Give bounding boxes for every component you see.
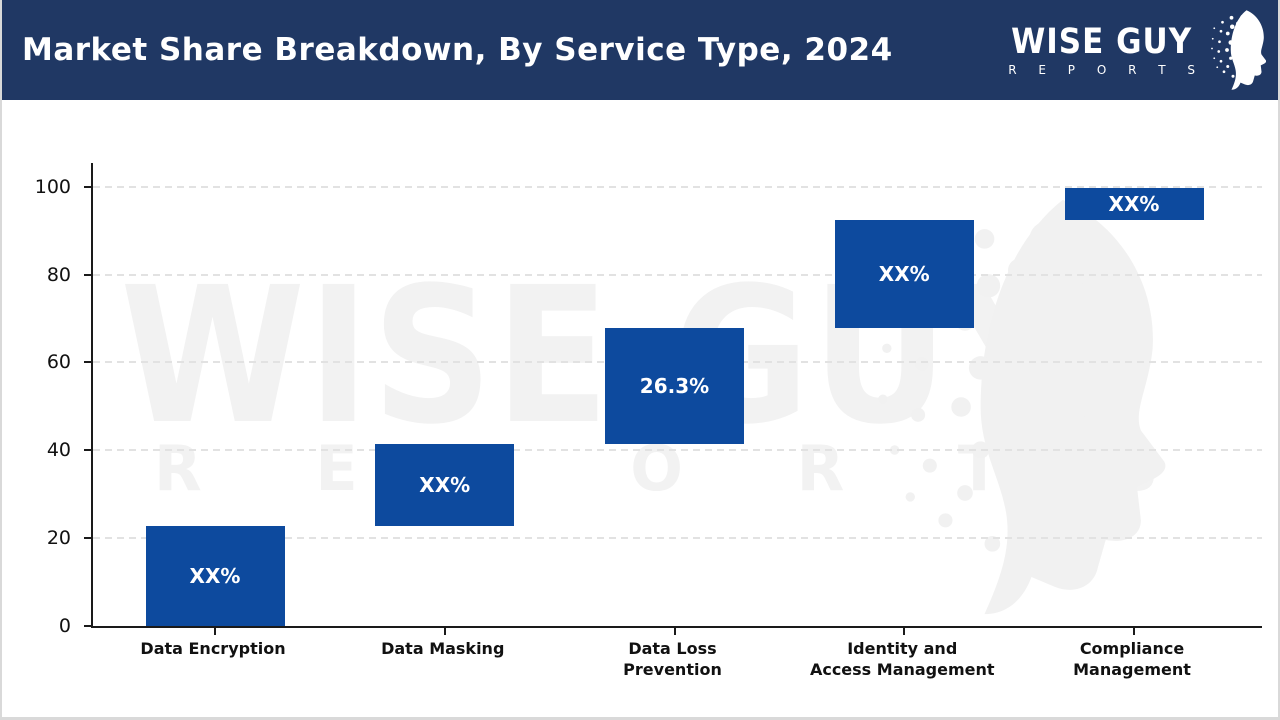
category-label: Compliance Management	[1017, 638, 1247, 680]
logo-name-text: WISE GUY	[1011, 21, 1193, 62]
x-axis-tick	[903, 628, 906, 635]
gridline	[93, 273, 1262, 276]
x-axis-tick	[443, 628, 446, 635]
bar-data-loss-prevention: 26.3%	[605, 328, 744, 444]
bar-value-label: XX%	[1108, 192, 1160, 217]
category-label-line: Data Encryption	[140, 639, 286, 658]
category-label: Identity and Access Management	[787, 638, 1017, 680]
y-axis-tick	[84, 449, 91, 452]
bar-value-label: 26.3%	[639, 373, 710, 398]
y-axis-tick	[84, 361, 91, 364]
gridline	[93, 537, 1262, 540]
category-label: Data Encryption	[98, 638, 328, 659]
category-label: Data Masking	[328, 638, 558, 659]
y-axis-tick	[84, 185, 91, 188]
bar-value-label: XX%	[419, 473, 471, 497]
y-axis-tick	[84, 537, 91, 540]
bar-data-masking: XX%	[375, 443, 515, 527]
y-axis-tick	[84, 273, 91, 276]
category-label-line: Data Loss	[628, 639, 717, 658]
y-tick-label: 60	[46, 351, 71, 374]
plot-area: XX% XX% 26.3% XX% XX%	[84, 163, 1262, 635]
category-label-line: Data Masking	[381, 639, 505, 658]
wise-guy-logo: WISE GUY R E P O R T S	[999, 5, 1266, 95]
bar-data-encryption: XX%	[145, 526, 285, 626]
category-label-line: Identity and	[847, 639, 958, 658]
x-axis-tick	[214, 628, 216, 635]
page-title: Market Share Breakdown, By Service Type,…	[22, 32, 893, 68]
y-axis-tick	[84, 625, 91, 627]
gridline	[93, 185, 1262, 188]
y-axis-labels: 0 20 40 60 80 100	[2, 163, 81, 637]
y-tick-label: 20	[46, 527, 71, 550]
category-label-line: Management	[1073, 660, 1191, 679]
y-tick-label: 0	[58, 615, 71, 637]
x-axis-tick	[673, 628, 676, 635]
logo-text: WISE GUY R E P O R T S	[999, 21, 1204, 77]
category-label-line: Compliance	[1079, 639, 1185, 658]
y-tick-label: 40	[46, 439, 71, 462]
x-axis-tick	[1133, 628, 1135, 635]
header: Market Share Breakdown, By Service Type,…	[2, 0, 1278, 100]
bar-value-label: XX%	[878, 262, 930, 287]
category-label-line: Access Management	[809, 660, 995, 679]
category-label: Data Loss Prevention	[558, 638, 788, 680]
category-label-line: Prevention	[623, 660, 722, 679]
gridline	[93, 449, 1262, 452]
bar-value-label: XX%	[189, 564, 241, 589]
bar-compliance-management: XX%	[1064, 188, 1204, 221]
logo-tagline-text: R E P O R T S	[1008, 62, 1204, 77]
y-tick-label: 80	[46, 263, 71, 286]
bar-identity-and-access-management: XX%	[834, 220, 974, 329]
y-tick-label: 100	[34, 175, 71, 198]
logo-head-icon	[1206, 8, 1266, 92]
